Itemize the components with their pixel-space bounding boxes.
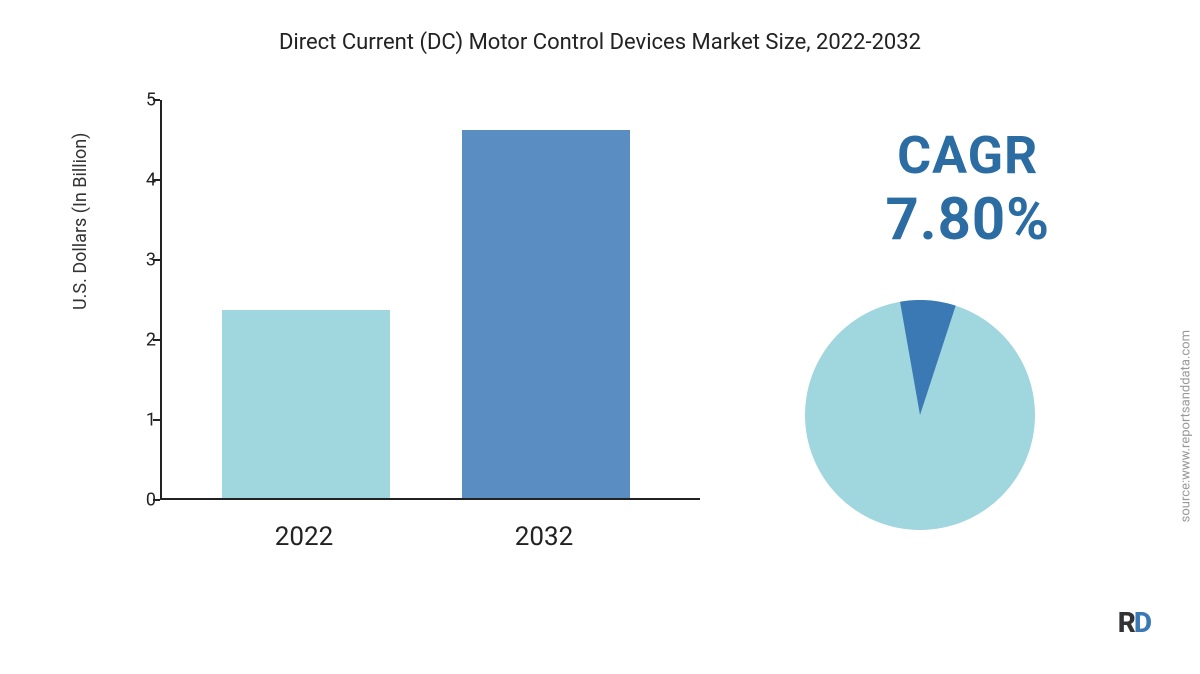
x-tick-label: 2032 [515, 522, 573, 552]
bar [462, 130, 630, 498]
y-tick-mark [153, 259, 160, 261]
y-tick-mark [153, 499, 160, 501]
y-tick-mark [153, 419, 160, 421]
x-tick-label: 2022 [275, 522, 333, 552]
y-tick-label: 1 [128, 410, 156, 431]
cagr-value: 7.80% [885, 186, 1050, 254]
pie-chart [805, 300, 1035, 530]
bar-plot-area [160, 100, 700, 500]
source-attribution: source:www.reportsanddata.com [1178, 330, 1193, 522]
logo-r: R [1118, 606, 1134, 639]
y-tick-mark [153, 339, 160, 341]
y-tick-label: 4 [128, 170, 156, 191]
bar [222, 310, 390, 498]
y-tick-mark [153, 179, 160, 181]
y-tick-mark [153, 99, 160, 101]
y-tick-label: 2 [128, 330, 156, 351]
cagr-block: CAGR 7.80% [885, 125, 1050, 254]
chart-title: Direct Current (DC) Motor Control Device… [0, 30, 1200, 55]
y-tick-label: 5 [128, 90, 156, 111]
cagr-label: CAGR [885, 125, 1050, 186]
logo-d: D [1134, 606, 1150, 639]
y-axis-label: U.S. Dollars (In Billion) [70, 133, 91, 310]
y-tick-label: 3 [128, 250, 156, 271]
y-tick-label: 0 [128, 490, 156, 511]
brand-logo: RD [1118, 606, 1150, 639]
